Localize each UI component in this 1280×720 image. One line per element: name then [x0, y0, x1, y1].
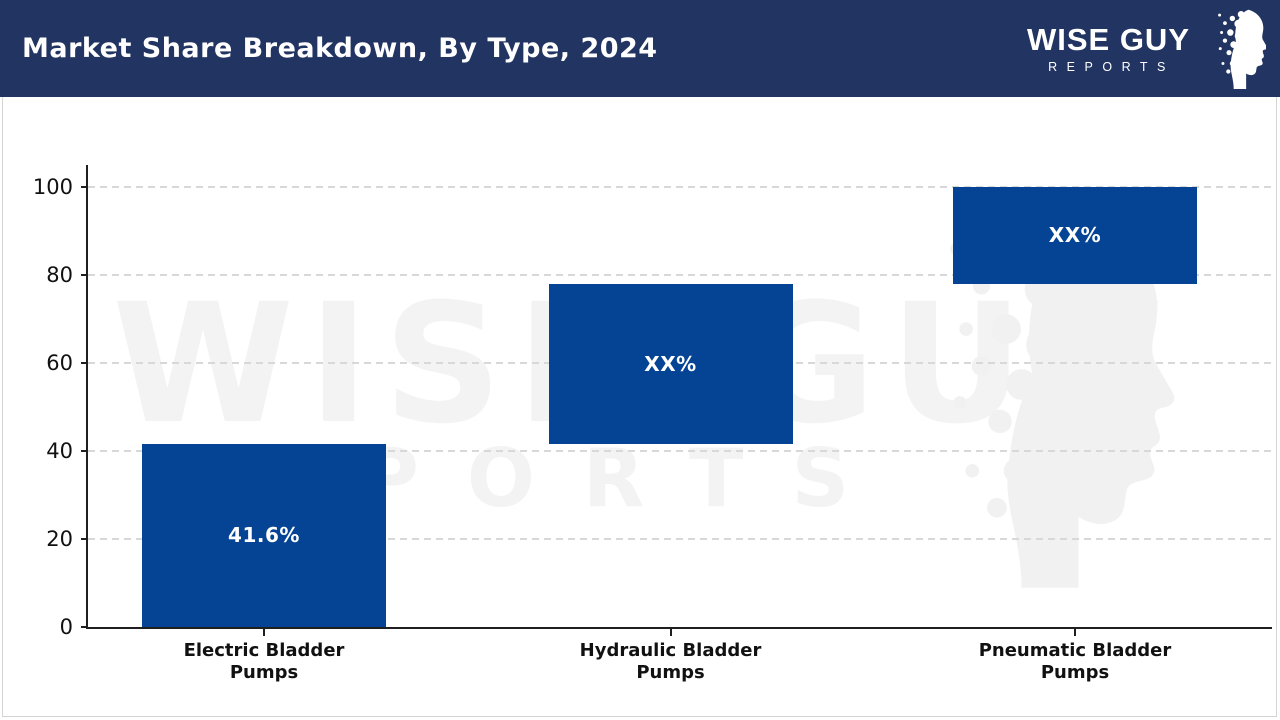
- y-tick-label-20: 20: [46, 527, 73, 551]
- wise-guy-reports-logo: WISE GUY REPORTS: [1027, 7, 1280, 91]
- y-tick-label-40: 40: [46, 439, 73, 463]
- y-tick-mark-20: [81, 538, 88, 540]
- header-bar: Market Share Breakdown, By Type, 2024 WI…: [0, 0, 1280, 97]
- bar-pneumatic-bladder-pumps: XX%: [953, 187, 1197, 284]
- bar-value-label: XX%: [644, 351, 697, 376]
- y-axis-line: [86, 165, 88, 629]
- gridline-20: [88, 538, 1272, 540]
- x-tick-mark-1: [669, 629, 672, 636]
- x-axis-label-0: Electric Bladder Pumps: [183, 640, 345, 683]
- gridline-40: [88, 450, 1272, 452]
- y-tick-mark-100: [81, 186, 88, 188]
- gridline-100: [88, 186, 1272, 188]
- y-tick-label-100: 100: [32, 175, 73, 199]
- x-axis-label-2: Pneumatic Bladder Pumps: [978, 640, 1172, 683]
- y-tick-mark-80: [81, 274, 88, 276]
- y-tick-label-60: 60: [46, 351, 73, 375]
- y-tick-mark-60: [81, 362, 88, 364]
- x-axis-line: [86, 627, 1272, 629]
- y-tick-mark-40: [81, 450, 88, 452]
- y-tick-label-0: 0: [59, 615, 73, 639]
- logo-subtitle: REPORTS: [1048, 59, 1175, 74]
- logo-name: WISE GUY: [1026, 21, 1190, 57]
- x-tick-mark-0: [263, 629, 265, 636]
- face-profile-icon: [1218, 9, 1266, 89]
- x-tick-mark-2: [1074, 629, 1076, 636]
- y-tick-label-80: 80: [46, 263, 73, 287]
- gridline-80: [88, 274, 1272, 276]
- bar-electric-bladder-pumps: 41.6%: [142, 443, 386, 627]
- bar-value-label: 41.6%: [228, 523, 300, 548]
- page-title: Market Share Breakdown, By Type, 2024: [22, 33, 658, 64]
- x-axis-label-1: Hydraulic Bladder Pumps: [579, 640, 762, 683]
- y-tick-mark-0: [81, 626, 88, 628]
- logo-text: WISE GUY REPORTS: [1027, 24, 1190, 74]
- bar-hydraulic-bladder-pumps: XX%: [548, 283, 793, 444]
- bar-value-label: XX%: [1048, 223, 1102, 248]
